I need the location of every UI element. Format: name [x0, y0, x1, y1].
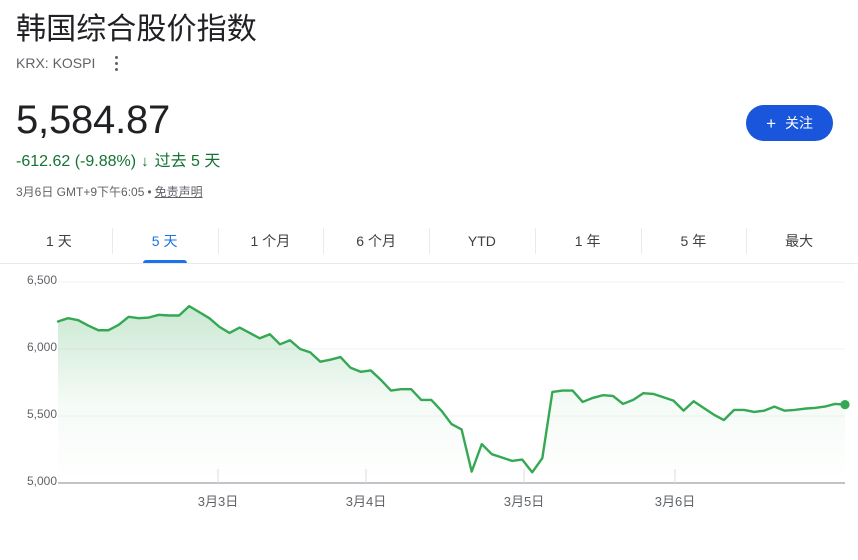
last-point-marker [840, 400, 850, 410]
range-tabs: 1 天 5 天 1 个月 6 个月 YTD 1 年 5 年 最大 [0, 219, 858, 264]
price-change-value: -612.62 (-9.88%) [16, 153, 137, 170]
current-price: 5,584.87 [16, 98, 171, 142]
tab-label: 5 年 [680, 233, 707, 249]
tab-5d[interactable]: 5 天 [111, 219, 218, 263]
ticker-row: KRX: KOSPI [16, 52, 842, 74]
tab-1d[interactable]: 1 天 [6, 219, 112, 263]
follow-button-label: 关注 [785, 115, 813, 131]
quote-meta: 3月6日 GMT+9下午6:05 • 免责声明 [16, 183, 842, 201]
x-axis-label: 3月4日 [345, 494, 387, 509]
tab-label: 1 个月 [250, 233, 291, 249]
tab-label: 1 天 [46, 233, 72, 249]
tab-1y[interactable]: 1 年 [534, 219, 641, 263]
disclaimer-link[interactable]: 免责声明 [154, 185, 203, 199]
header: 韩国综合股价指数 KRX: KOSPI [0, 0, 858, 74]
chart-canvas[interactable] [0, 269, 858, 524]
quote-timestamp: 3月6日 GMT+9下午6:05 [16, 185, 145, 199]
quote-block: 5,584.87 -612.62 (-9.88%) ↓ 过去 5 天 3月6日 … [0, 96, 858, 201]
x-axis-label: 3月3日 [197, 494, 239, 509]
tab-label: 最大 [785, 233, 814, 249]
tab-label: 1 年 [574, 233, 601, 249]
kebab-menu-icon[interactable] [107, 53, 125, 73]
tab-label: 5 天 [151, 233, 178, 249]
follow-button[interactable]: + 关注 [746, 105, 833, 141]
page-title: 韩国综合股价指数 [16, 13, 257, 46]
arrow-down-icon: ↓ [141, 153, 149, 170]
ticker-symbol: KRX: KOSPI [16, 55, 96, 71]
y-axis-label: 6,500 [26, 273, 57, 287]
price-change-row: -612.62 (-9.88%) ↓ 过去 5 天 [16, 150, 842, 174]
chart-line [56, 304, 847, 474]
tab-1m[interactable]: 1 个月 [217, 219, 324, 263]
tab-underline [142, 260, 187, 263]
chart-area-fill [58, 306, 845, 483]
tab-6m[interactable]: 6 个月 [323, 219, 429, 263]
x-axis-label: 3月5日 [503, 494, 545, 509]
tab-5y[interactable]: 5 年 [640, 219, 747, 263]
tab-max[interactable]: 最大 [746, 219, 852, 263]
tab-ytd[interactable]: YTD [429, 219, 535, 263]
change-period-label: 过去 5 天 [154, 153, 221, 170]
y-axis-label: 5,000 [26, 474, 57, 488]
meta-separator: • [147, 185, 152, 199]
plus-icon: + [766, 113, 776, 133]
x-axis-label: 3月6日 [654, 494, 696, 509]
price-chart[interactable]: 5,000 5,500 6,000 6,500 3月3日 3月4日 3月5日 3月6日 [0, 269, 858, 524]
tab-label: YTD [467, 233, 496, 249]
tab-label: 6 个月 [356, 233, 396, 249]
y-axis-label: 6,000 [26, 340, 57, 354]
y-axis-label: 5,500 [26, 407, 57, 421]
